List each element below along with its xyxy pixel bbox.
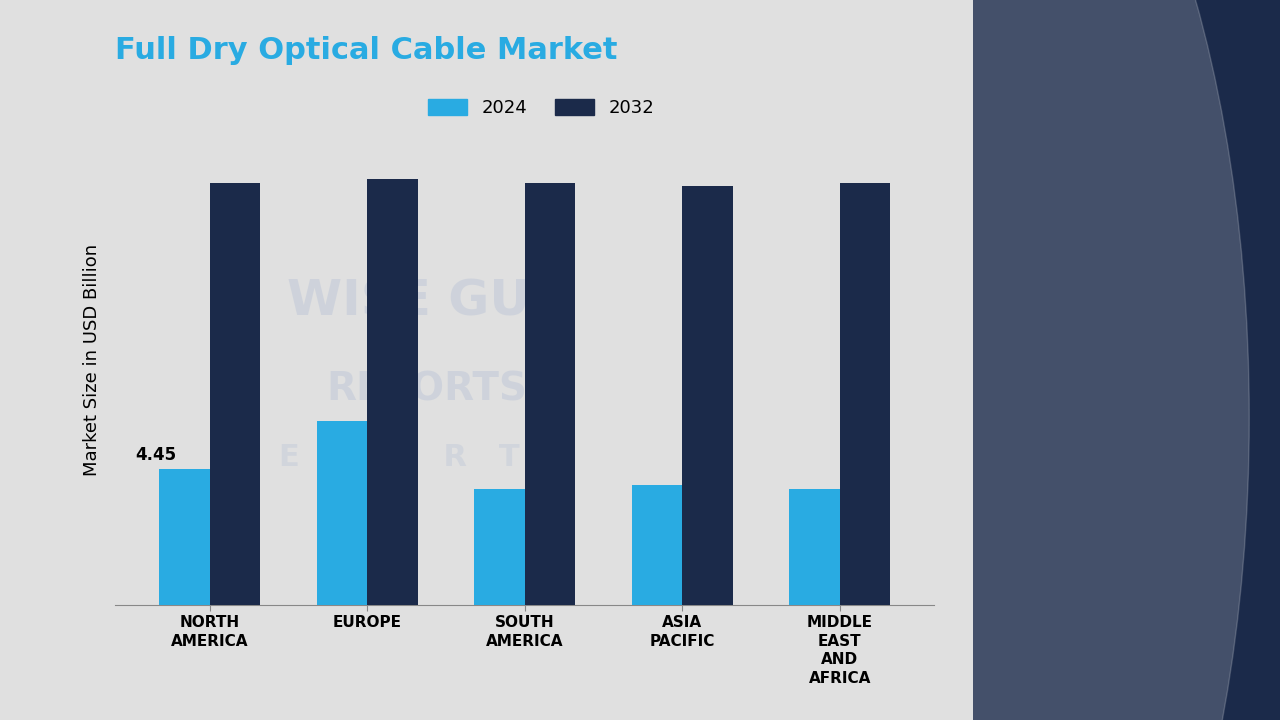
Bar	[159, 469, 210, 605]
Bar	[632, 485, 682, 605]
Legend: 2024, 2032: 2024, 2032	[419, 90, 663, 126]
Text: E   P   O   R   T   S: E P O R T S	[279, 444, 573, 472]
Text: REPORTS: REPORTS	[326, 370, 527, 408]
Bar	[840, 182, 891, 605]
Y-axis label: Market Size in USD Billion: Market Size in USD Billion	[83, 244, 101, 476]
Text: Full Dry Optical Cable Market: Full Dry Optical Cable Market	[115, 36, 618, 65]
Bar	[475, 488, 525, 605]
Bar	[790, 488, 840, 605]
Text: 4.45: 4.45	[136, 446, 177, 464]
Bar	[525, 182, 575, 605]
Circle shape	[604, 0, 1249, 720]
Bar	[682, 186, 732, 605]
Bar	[210, 182, 260, 605]
Bar	[367, 179, 417, 605]
Text: WISE GUY: WISE GUY	[287, 277, 566, 325]
Bar	[317, 421, 367, 605]
